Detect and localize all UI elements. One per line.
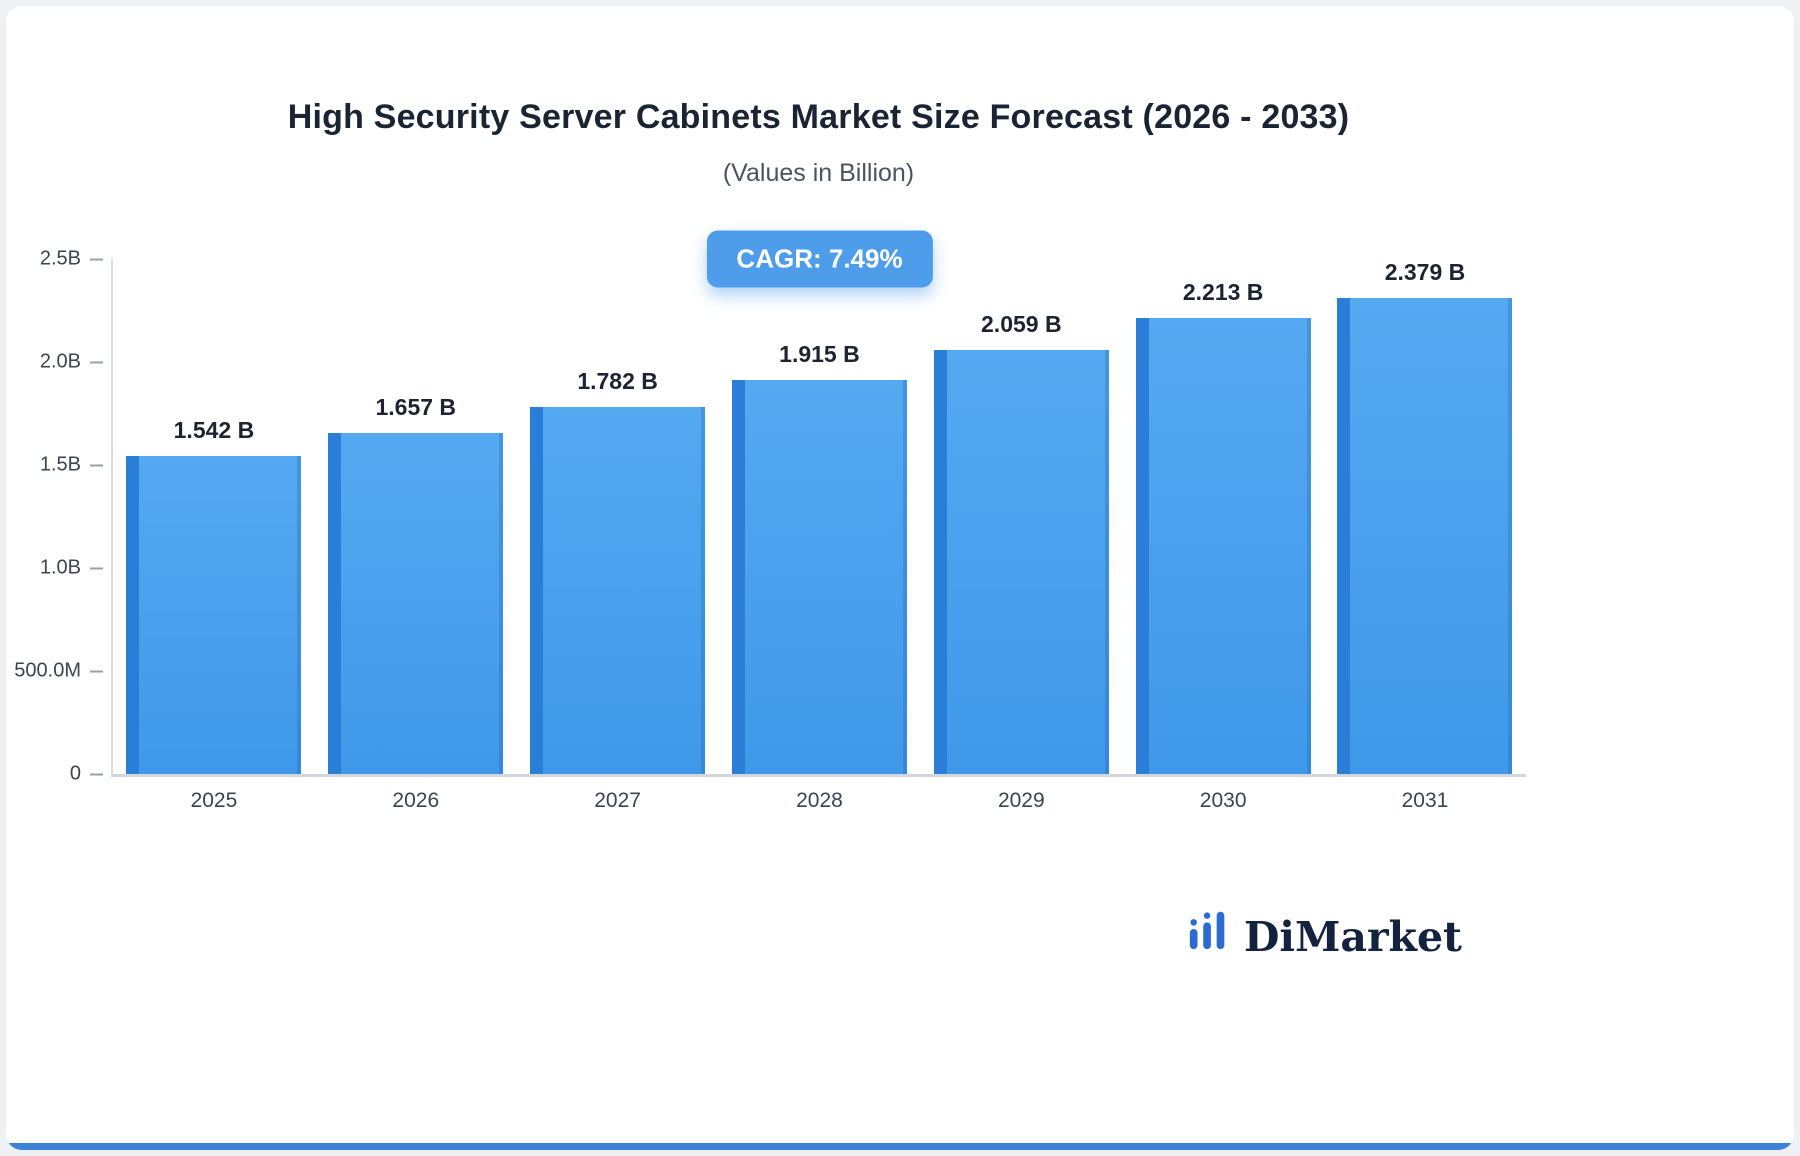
x-axis-label: 2026 — [392, 789, 440, 812]
bar-column: 1.915 B — [719, 259, 921, 775]
bar-column: 1.782 B — [517, 259, 719, 775]
bar-value-label: 1.782 B — [577, 367, 658, 394]
y-axis-tick: 1.5B — [40, 454, 103, 477]
x-axis-label: 2025 — [190, 789, 238, 812]
bar — [933, 349, 1109, 775]
plot-area: CAGR: 7.49% 1.542 B 1.657 B 1.782 B 1.915 B… — [14, 230, 1526, 812]
bar — [731, 379, 907, 775]
bar-column: 2.213 B — [1122, 259, 1324, 774]
bar — [328, 432, 504, 775]
y-axis-tick-mark — [90, 567, 103, 569]
x-axis-label: 2028 — [796, 789, 843, 812]
y-axis-label: 2.0B — [39, 350, 81, 373]
y-axis-tick: 2.0B — [40, 351, 103, 374]
bar-value-label: 2.379 B — [1384, 259, 1466, 285]
bars: 1.542 B 1.657 B 1.782 B 1.915 B 2.059 B 2.213… — [113, 259, 1526, 775]
bar — [1337, 298, 1513, 774]
chart-title: High Security Server Cabinets Market Siz… — [287, 98, 1350, 136]
x-axis-label: 2031 — [1401, 789, 1449, 812]
y-axis-tick-mark — [90, 464, 103, 466]
y-axis-label: 2.5B — [39, 247, 81, 270]
bar-column: 1.657 B — [315, 259, 517, 775]
bar-column: 1.542 B — [113, 259, 315, 774]
bar-value-label: 1.542 B — [173, 417, 255, 444]
y-axis-tick: 500.0M — [14, 660, 103, 683]
y-axis-tick-mark — [90, 361, 103, 363]
y-axis-tick: 2.5B — [40, 248, 103, 271]
chart-subtitle: (Values in Billion) — [722, 159, 915, 187]
bar-value-label: 2.059 B — [981, 310, 1062, 337]
bar-value-label: 1.657 B — [375, 393, 457, 420]
bar-value-label: 2.213 B — [1182, 279, 1264, 306]
y-axis-label: 500.0M — [14, 659, 81, 682]
bar — [1135, 318, 1311, 774]
dimarket-logo-text: DiMarket — [1243, 913, 1462, 961]
y-axis-tick: 1.0B — [40, 557, 103, 580]
x-axis-label: 2030 — [1199, 789, 1247, 812]
bar-column: 2.059 B — [920, 259, 1122, 775]
x-axis-labels: 2025 2026 2027 2028 2029 2030 2031 — [113, 789, 1526, 813]
chart-header: High Security Server Cabinets Market Siz… — [111, 98, 1526, 188]
bar-column: 2.379 B — [1324, 259, 1526, 774]
chart-card: High Security Server Cabinets Market Siz… — [6, 6, 1794, 1150]
y-axis-tick-mark — [90, 258, 103, 260]
bar — [530, 406, 706, 775]
x-axis-label: 2027 — [594, 789, 641, 812]
dimarket-logo: DiMarket — [1186, 907, 1462, 958]
y-axis-label: 1.0B — [39, 556, 81, 579]
bar-value-label: 1.915 B — [779, 340, 860, 367]
dimarket-logo-icon — [1186, 907, 1232, 958]
bar — [126, 456, 302, 774]
x-axis-label: 2029 — [997, 789, 1045, 812]
y-axis-label: 1.5B — [39, 453, 81, 476]
footer-accent-strip — [6, 1143, 1794, 1150]
y-axis-tick: 0 — [70, 763, 103, 786]
y-axis-tick-mark — [90, 773, 103, 775]
y-axis-tick-mark — [90, 670, 103, 672]
y-axis-label: 0 — [69, 762, 81, 785]
cagr-badge: CAGR: 7.49% — [706, 230, 933, 288]
